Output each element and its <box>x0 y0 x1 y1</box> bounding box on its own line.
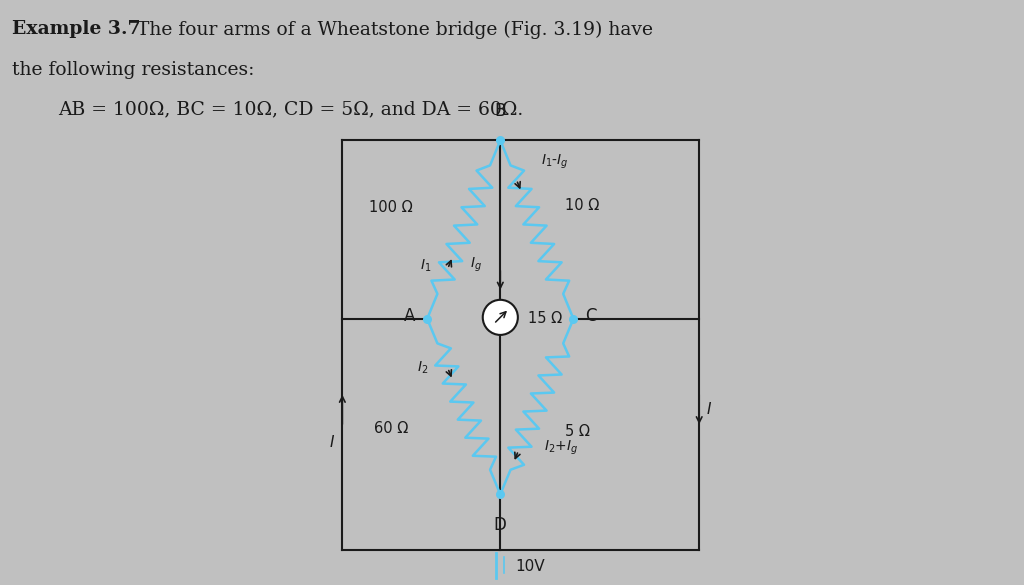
Text: $I$: $I$ <box>706 401 712 418</box>
Text: $I_2$+$I_g$: $I_2$+$I_g$ <box>544 438 578 457</box>
Text: B: B <box>495 102 506 120</box>
Circle shape <box>482 300 518 335</box>
Text: $I_1$: $I_1$ <box>420 258 431 274</box>
Text: $I_2$: $I_2$ <box>418 360 429 376</box>
Text: 15 Ω: 15 Ω <box>528 311 562 326</box>
Text: the following resistances:: the following resistances: <box>12 61 255 80</box>
Text: 10 Ω: 10 Ω <box>564 198 599 214</box>
Text: 100 Ω: 100 Ω <box>369 200 413 215</box>
Text: $I$: $I$ <box>330 433 336 450</box>
Text: Example 3.7: Example 3.7 <box>12 20 140 39</box>
Text: D: D <box>494 516 507 534</box>
Text: 10V: 10V <box>515 559 545 574</box>
Text: 5 Ω: 5 Ω <box>564 424 590 439</box>
Text: C: C <box>585 307 597 325</box>
Text: The four arms of a Wheatstone bridge (Fig. 3.19) have: The four arms of a Wheatstone bridge (Fi… <box>131 20 653 39</box>
Text: 60 Ω: 60 Ω <box>374 421 408 436</box>
Text: AB = 100Ω, BC = 10Ω, CD = 5Ω, and DA = 60Ω.: AB = 100Ω, BC = 10Ω, CD = 5Ω, and DA = 6… <box>58 101 523 119</box>
Text: $I_g$: $I_g$ <box>470 256 481 274</box>
Text: $I_1$-$I_g$: $I_1$-$I_g$ <box>541 153 568 171</box>
Text: A: A <box>404 307 416 325</box>
